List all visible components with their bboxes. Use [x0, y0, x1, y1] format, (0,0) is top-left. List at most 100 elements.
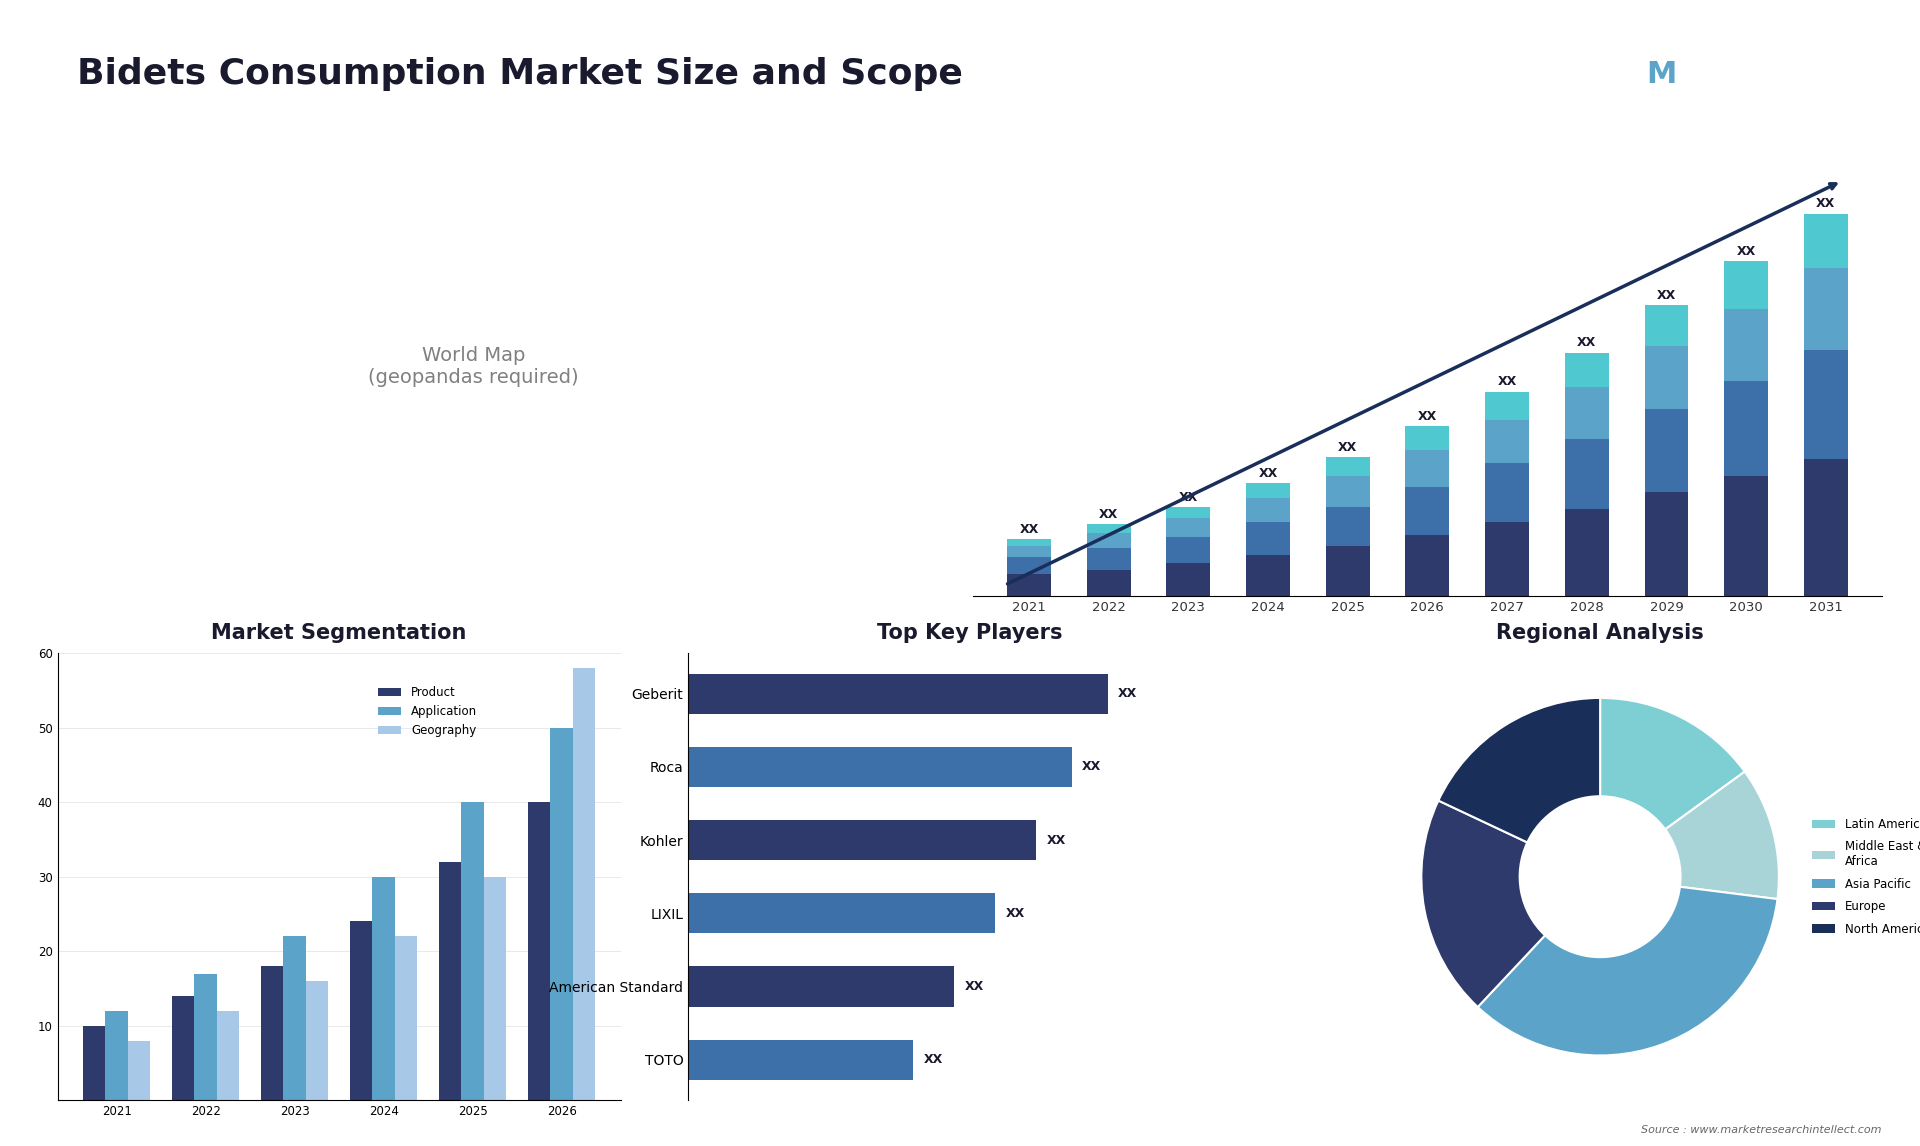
- Wedge shape: [1438, 698, 1599, 842]
- Bar: [1006, 545, 1050, 557]
- Text: MARKET
RESEARCH
INTELLECT: MARKET RESEARCH INTELLECT: [1732, 50, 1789, 87]
- Text: XX: XX: [1338, 440, 1357, 454]
- Text: XX: XX: [1179, 490, 1198, 503]
- Legend: Latin America, Middle East &
Africa, Asia Pacific, Europe, North America: Latin America, Middle East & Africa, Asi…: [1807, 813, 1920, 941]
- Bar: [261, 966, 284, 1100]
- Bar: [1486, 392, 1528, 419]
- Bar: [1565, 387, 1609, 440]
- Bar: [372, 877, 396, 1100]
- Bar: [440, 862, 461, 1100]
- Bar: [129, 1041, 150, 1100]
- Bar: [1805, 268, 1847, 351]
- Bar: [1325, 477, 1369, 507]
- Legend: Product, Application, Geography: Product, Application, Geography: [372, 682, 482, 741]
- Bar: [1805, 460, 1847, 596]
- Text: XX: XX: [1736, 245, 1755, 258]
- Text: XX: XX: [1046, 833, 1066, 847]
- Bar: [1006, 557, 1050, 574]
- Bar: [1405, 487, 1450, 535]
- Text: XX: XX: [924, 1053, 943, 1066]
- Bar: [1405, 426, 1450, 450]
- Bar: [484, 877, 507, 1100]
- Bar: [1087, 548, 1131, 570]
- Bar: [1165, 507, 1210, 518]
- Bar: [1087, 524, 1131, 533]
- Bar: [106, 1011, 129, 1100]
- Bar: [305, 981, 328, 1100]
- Wedge shape: [1599, 698, 1745, 830]
- Bar: [551, 728, 572, 1100]
- Bar: [528, 802, 551, 1100]
- Bar: [687, 893, 995, 934]
- Bar: [1325, 507, 1369, 545]
- Bar: [1565, 440, 1609, 509]
- Bar: [1325, 545, 1369, 596]
- Bar: [687, 747, 1071, 787]
- Bar: [1565, 353, 1609, 387]
- Bar: [1724, 261, 1768, 309]
- Bar: [349, 921, 372, 1100]
- Bar: [194, 974, 217, 1100]
- Bar: [1165, 564, 1210, 596]
- Bar: [1087, 570, 1131, 596]
- Bar: [1246, 482, 1290, 499]
- Text: XX: XX: [1098, 508, 1117, 521]
- Text: M: M: [1645, 60, 1676, 89]
- Bar: [1645, 492, 1688, 596]
- Bar: [1805, 213, 1847, 268]
- Text: XX: XX: [1417, 410, 1436, 423]
- Text: XX: XX: [1816, 197, 1836, 211]
- Bar: [687, 1039, 914, 1080]
- Text: XX: XX: [1576, 336, 1596, 350]
- Bar: [1405, 535, 1450, 596]
- Bar: [1165, 518, 1210, 537]
- Text: XX: XX: [1083, 761, 1102, 774]
- Bar: [1565, 509, 1609, 596]
- Bar: [1724, 380, 1768, 477]
- Bar: [1805, 351, 1847, 460]
- Bar: [572, 668, 595, 1100]
- Bar: [1486, 523, 1528, 596]
- Wedge shape: [1478, 887, 1778, 1055]
- Bar: [1087, 533, 1131, 548]
- Text: XX: XX: [1258, 466, 1277, 480]
- Title: Market Segmentation: Market Segmentation: [211, 623, 467, 643]
- Bar: [173, 996, 194, 1100]
- Bar: [1486, 463, 1528, 523]
- Bar: [396, 936, 417, 1100]
- Bar: [1645, 409, 1688, 492]
- Bar: [1246, 523, 1290, 555]
- Text: XX: XX: [1006, 906, 1025, 920]
- Bar: [1724, 309, 1768, 380]
- Bar: [687, 674, 1108, 714]
- Text: XX: XX: [964, 980, 983, 992]
- Bar: [1006, 540, 1050, 545]
- Bar: [217, 1011, 238, 1100]
- Text: Source : www.marketresearchintellect.com: Source : www.marketresearchintellect.com: [1642, 1124, 1882, 1135]
- Wedge shape: [1665, 771, 1780, 900]
- Bar: [1486, 419, 1528, 463]
- Bar: [687, 966, 954, 1006]
- Text: XX: XX: [1020, 524, 1039, 536]
- Text: World Map
(geopandas required): World Map (geopandas required): [369, 346, 578, 387]
- Bar: [1006, 574, 1050, 596]
- Title: Top Key Players: Top Key Players: [877, 623, 1062, 643]
- Bar: [1405, 450, 1450, 487]
- Bar: [687, 819, 1037, 861]
- Text: XX: XX: [1657, 289, 1676, 301]
- Bar: [1325, 457, 1369, 477]
- Wedge shape: [1421, 801, 1546, 1007]
- Bar: [1246, 555, 1290, 596]
- Bar: [284, 936, 305, 1100]
- Bar: [1645, 305, 1688, 346]
- Bar: [83, 1026, 106, 1100]
- Text: XX: XX: [1498, 376, 1517, 388]
- Text: Bidets Consumption Market Size and Scope: Bidets Consumption Market Size and Scope: [77, 57, 962, 92]
- Bar: [1645, 346, 1688, 409]
- Bar: [461, 802, 484, 1100]
- Title: Regional Analysis: Regional Analysis: [1496, 623, 1703, 643]
- Bar: [1724, 477, 1768, 596]
- Text: XX: XX: [1117, 688, 1137, 700]
- Bar: [1165, 537, 1210, 564]
- Bar: [1246, 499, 1290, 523]
